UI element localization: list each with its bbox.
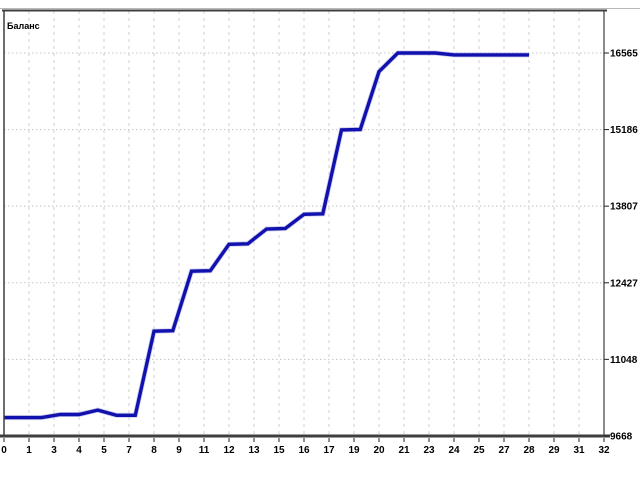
y-axis-tick-label: 15186 bbox=[610, 125, 638, 136]
x-axis-tick-label: 23 bbox=[423, 445, 435, 456]
x-axis-tick-label: 20 bbox=[373, 445, 385, 456]
x-axis-tick-label: 24 bbox=[448, 445, 460, 456]
x-axis-tick-label: 25 bbox=[473, 445, 485, 456]
x-axis-tick-label: 13 bbox=[248, 445, 260, 456]
x-axis-tick-label: 29 bbox=[548, 445, 560, 456]
y-axis-tick-label: 13807 bbox=[610, 202, 638, 213]
x-axis-tick-label: 3 bbox=[51, 445, 57, 456]
x-axis-tick-label: 7 bbox=[126, 445, 132, 456]
x-axis-tick-label: 12 bbox=[223, 445, 235, 456]
x-axis-tick-label: 16 bbox=[298, 445, 310, 456]
x-axis-tick-label: 1 bbox=[26, 445, 32, 456]
y-axis-tick-label: 16565 bbox=[610, 49, 638, 60]
x-axis-tick-label: 17 bbox=[323, 445, 335, 456]
x-axis-tick-label: 4 bbox=[76, 445, 82, 456]
x-axis-tick-label: 32 bbox=[598, 445, 610, 456]
x-axis-tick-label: 8 bbox=[151, 445, 157, 456]
x-axis-tick-label: 27 bbox=[498, 445, 510, 456]
y-axis-tick-label: 12427 bbox=[610, 278, 638, 289]
x-axis-tick-label: 19 bbox=[348, 445, 360, 456]
x-axis-tick-label: 5 bbox=[101, 445, 107, 456]
y-axis-tick-label: 11048 bbox=[610, 355, 638, 366]
x-axis-tick-label: 31 bbox=[573, 445, 585, 456]
x-axis-tick-label: 15 bbox=[273, 445, 285, 456]
x-axis-tick-label: 21 bbox=[398, 445, 410, 456]
x-axis-tick-label: 11 bbox=[199, 445, 210, 456]
x-axis-tick-label: 28 bbox=[523, 445, 535, 456]
x-axis-tick-label: 9 bbox=[176, 445, 182, 456]
chart-legend-label: Баланс bbox=[7, 21, 40, 31]
y-axis-tick-label: 9668 bbox=[610, 432, 633, 443]
x-axis-tick-label: 0 bbox=[1, 445, 7, 456]
